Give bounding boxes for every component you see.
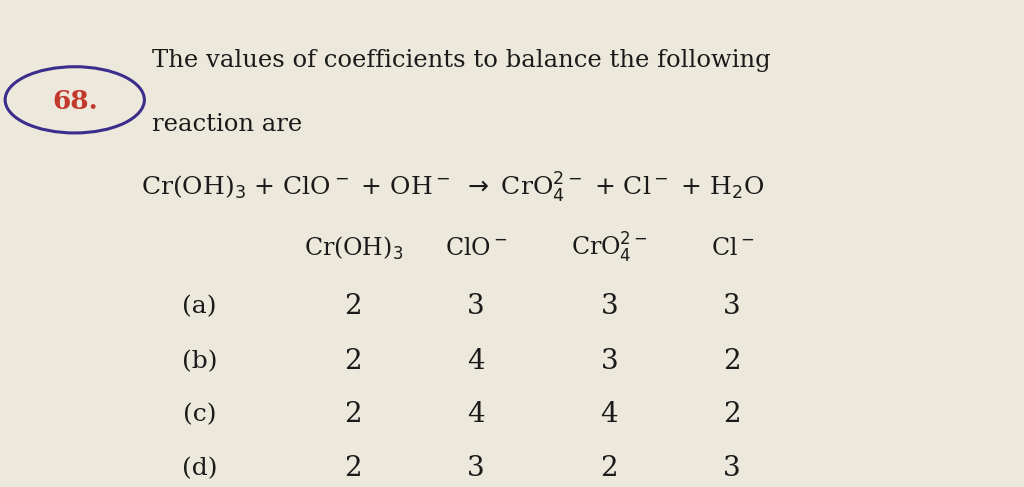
Text: (c): (c) <box>183 403 216 427</box>
Text: Cl$^-$: Cl$^-$ <box>711 237 754 260</box>
Text: Cr(OH)$_3$: Cr(OH)$_3$ <box>304 235 402 262</box>
Text: 2: 2 <box>344 293 362 320</box>
Text: 3: 3 <box>600 348 618 375</box>
Text: 4: 4 <box>467 401 485 429</box>
Text: (b): (b) <box>182 350 217 373</box>
Text: 3: 3 <box>723 455 741 482</box>
Text: 68.: 68. <box>52 89 97 114</box>
Text: ClO$^-$: ClO$^-$ <box>444 237 508 260</box>
Text: 3: 3 <box>600 293 618 320</box>
Text: 2: 2 <box>344 348 362 375</box>
Text: 2: 2 <box>723 401 741 429</box>
Text: 2: 2 <box>344 455 362 482</box>
Text: 3: 3 <box>723 293 741 320</box>
Text: 3: 3 <box>467 293 485 320</box>
Text: 2: 2 <box>344 401 362 429</box>
Text: 2: 2 <box>600 455 618 482</box>
Text: Cr(OH)$_3$ + ClO$^-$ + OH$^-$ $\rightarrow$ CrO$_4^{2-}$ + Cl$^-$ + H$_2$O: Cr(OH)$_3$ + ClO$^-$ + OH$^-$ $\rightarr… <box>141 170 765 205</box>
Text: 4: 4 <box>467 348 485 375</box>
Text: reaction are: reaction are <box>152 112 302 136</box>
Text: (d): (d) <box>182 457 217 480</box>
Text: (a): (a) <box>182 295 217 318</box>
Text: CrO$_4^{2-}$: CrO$_4^{2-}$ <box>570 231 648 265</box>
Text: The values of coefficients to balance the following: The values of coefficients to balance th… <box>152 49 770 73</box>
Text: 3: 3 <box>467 455 485 482</box>
Text: 2: 2 <box>723 348 741 375</box>
Text: 4: 4 <box>600 401 618 429</box>
